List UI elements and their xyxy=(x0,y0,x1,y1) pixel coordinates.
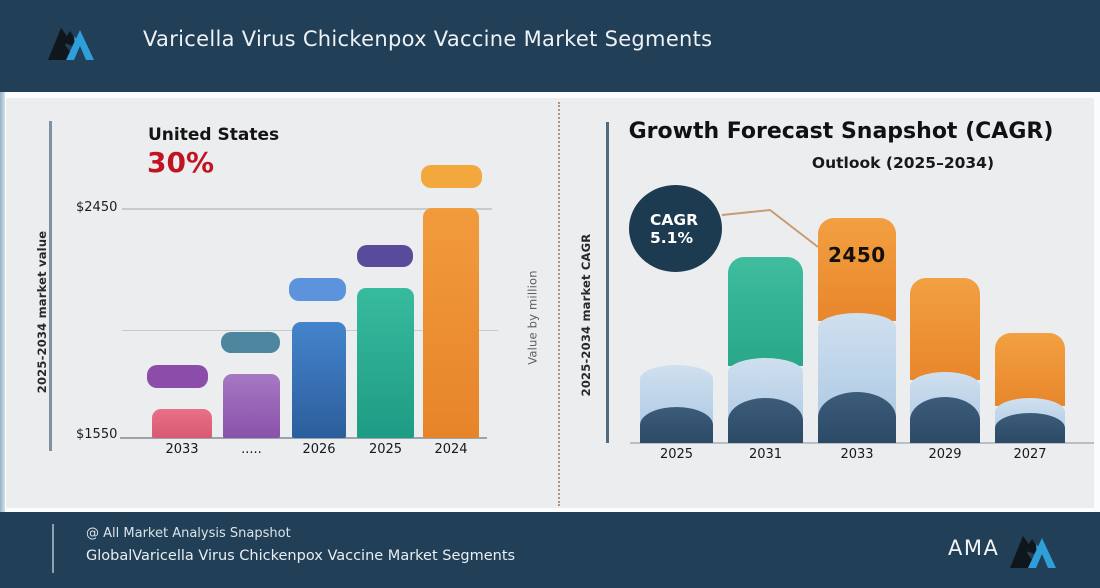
x-label-.....: ..... xyxy=(241,442,262,457)
panel-divider-dotted xyxy=(558,102,560,506)
segment-top-2031 xyxy=(728,257,803,366)
pill-marker-2025 xyxy=(357,245,413,267)
x-label-2025: 2025 xyxy=(368,442,403,457)
x-label-2029: 2029 xyxy=(928,447,962,462)
page-title: Varicella Virus Chickenpox Vaccine Marke… xyxy=(143,27,713,51)
pill-marker-..... xyxy=(221,332,280,353)
right-chart-title: Growth Forecast Snapshot (CAGR) xyxy=(628,119,1054,144)
bar-..... xyxy=(223,374,280,438)
cagr-badge-value: 5.1% xyxy=(650,228,693,247)
segment-top-2027 xyxy=(995,333,1065,406)
region-label: United States xyxy=(148,125,280,145)
right-chart-subtitle: Outlook (2025–2034) xyxy=(811,154,995,172)
pill-marker-2024 xyxy=(421,165,482,188)
footer-divider-line xyxy=(52,524,54,573)
gridline-top xyxy=(122,208,492,210)
cagr-badge: CAGR 5.1% xyxy=(629,185,722,272)
header-bar: Varicella Virus Chickenpox Vaccine Marke… xyxy=(0,0,1100,92)
segment-base-2029 xyxy=(910,397,980,443)
pill-marker-2033 xyxy=(147,365,208,388)
segment-top-2029 xyxy=(910,278,980,380)
right-y-axis-line xyxy=(606,122,609,443)
left-edge-accent xyxy=(0,92,5,512)
footer-brand-text: AMA xyxy=(948,536,1000,560)
footer-bar xyxy=(0,512,1100,588)
bar-2033 xyxy=(152,409,212,438)
ama-logo-icon xyxy=(48,28,94,60)
left-baseline xyxy=(120,437,487,439)
bar-2024 xyxy=(423,208,479,438)
footer-credit: @ All Market Analysis Snapshot xyxy=(86,526,291,541)
x-label-2033: 2033 xyxy=(840,447,874,462)
x-label-2025: 2025 xyxy=(659,447,694,462)
tick-1550: $1550 xyxy=(76,427,118,442)
segment-base-2033 xyxy=(818,392,896,443)
bar-2025 xyxy=(357,288,414,438)
footer-report-title: GlobalVaricella Virus Chickenpox Vaccine… xyxy=(86,548,516,564)
x-label-2024: 2024 xyxy=(434,442,468,457)
tick-2450: $2450 xyxy=(76,200,118,215)
x-label-2033: 2033 xyxy=(165,442,199,457)
pill-marker-2026 xyxy=(289,278,346,301)
x-label-2027: 2027 xyxy=(1013,447,1047,462)
cagr-badge-label: CAGR xyxy=(650,210,699,229)
x-label-2031: 2031 xyxy=(748,447,783,462)
ama-logo-icon xyxy=(1010,536,1056,568)
segment-base-2027 xyxy=(995,413,1065,443)
segment-base-2025 xyxy=(640,407,713,443)
left-y-axis-line xyxy=(49,121,52,451)
bar-data-label: 2450 xyxy=(828,243,886,267)
badge-connector-line xyxy=(721,208,819,248)
segment-top-2033 xyxy=(818,218,896,321)
value-by-million-label: Value by million xyxy=(525,270,540,365)
bar-2026 xyxy=(292,322,346,438)
segment-base-2031 xyxy=(728,398,803,443)
region-value: 30% xyxy=(147,146,215,179)
left-y-axis-label: 2025-2034 market value xyxy=(35,230,49,394)
x-label-2026: 2026 xyxy=(302,442,336,457)
right-baseline xyxy=(630,442,1094,444)
right-y-axis-label: 2025-2034 market CAGR xyxy=(579,233,593,397)
